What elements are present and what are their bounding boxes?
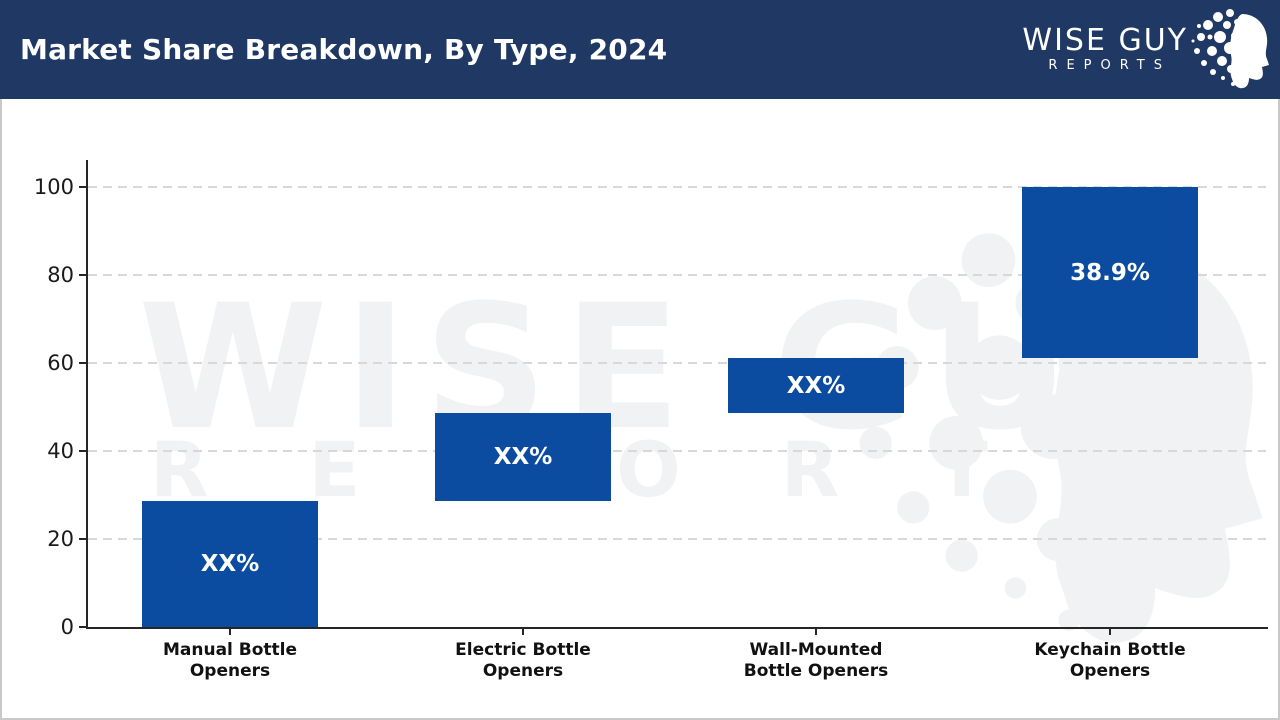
bar-value-label: 38.9% xyxy=(1070,259,1150,286)
x-category-line: Keychain Bottle xyxy=(1034,640,1186,660)
y-tick-100 xyxy=(79,186,88,188)
y-tick-label-40: 40 xyxy=(47,439,74,463)
gridline-80 xyxy=(88,274,1266,276)
x-category-line: Bottle Openers xyxy=(743,661,889,681)
x-category-line: Openers xyxy=(189,661,271,681)
x-category-label-2: Electric Bottle Openers xyxy=(393,640,653,682)
x-category-line: Electric Bottle xyxy=(455,640,591,660)
y-tick-40 xyxy=(79,450,88,452)
bar-2: XX% xyxy=(435,413,611,502)
bar-value-label: XX% xyxy=(786,372,846,399)
watermark-head-icon xyxy=(859,217,1263,643)
y-tick-60 xyxy=(79,362,88,364)
bar-value-label: XX% xyxy=(200,551,260,578)
x-category-line: Manual Bottle xyxy=(162,640,298,660)
y-tick-label-20: 20 xyxy=(47,527,74,551)
x-category-label-3: Wall-Mounted Bottle Openers xyxy=(686,640,946,682)
chart-title: Market Share Breakdown, By Type, 2024 xyxy=(20,33,668,66)
gridline-40 xyxy=(88,450,1266,452)
y-tick-0 xyxy=(79,626,88,628)
x-category-label-4: Keychain Bottle Openers xyxy=(980,640,1240,682)
y-tick-label-60: 60 xyxy=(47,351,74,375)
x-category-line: Wall-Mounted xyxy=(749,640,883,660)
y-tick-20 xyxy=(79,538,88,540)
logo-wordmark: WISE GUY xyxy=(1022,23,1188,58)
x-tick-1 xyxy=(229,627,231,635)
header: Market Share Breakdown, By Type, 2024 WI… xyxy=(0,0,1280,99)
y-tick-label-80: 80 xyxy=(47,263,74,287)
x-category-label-1: Manual Bottle Openers xyxy=(100,640,360,682)
gridline-20 xyxy=(88,538,1266,540)
x-tick-2 xyxy=(522,627,524,635)
x-axis-line xyxy=(86,627,1268,629)
x-category-line: Openers xyxy=(482,661,564,681)
gridline-100 xyxy=(88,186,1266,188)
logo-subtitle: REPORTS xyxy=(1048,58,1172,73)
bar-3: XX% xyxy=(728,358,904,414)
logo-text: WISE GUY REPORTS xyxy=(1022,25,1188,75)
bar-value-label: XX% xyxy=(493,444,553,471)
gridline-60 xyxy=(88,362,1266,364)
bar-4: 38.9% xyxy=(1022,187,1198,359)
bar-1: XX% xyxy=(142,501,318,627)
y-tick-80 xyxy=(79,274,88,276)
x-category-line: Openers xyxy=(1069,661,1151,681)
wiseguy-head-icon xyxy=(1191,9,1269,89)
y-axis-line xyxy=(86,160,88,628)
x-tick-4 xyxy=(1109,627,1111,635)
x-tick-3 xyxy=(815,627,817,635)
y-tick-label-100: 100 xyxy=(33,175,74,199)
y-tick-label-0: 0 xyxy=(60,615,74,639)
wiseguy-logo: WISE GUY REPORTS xyxy=(1022,4,1270,96)
